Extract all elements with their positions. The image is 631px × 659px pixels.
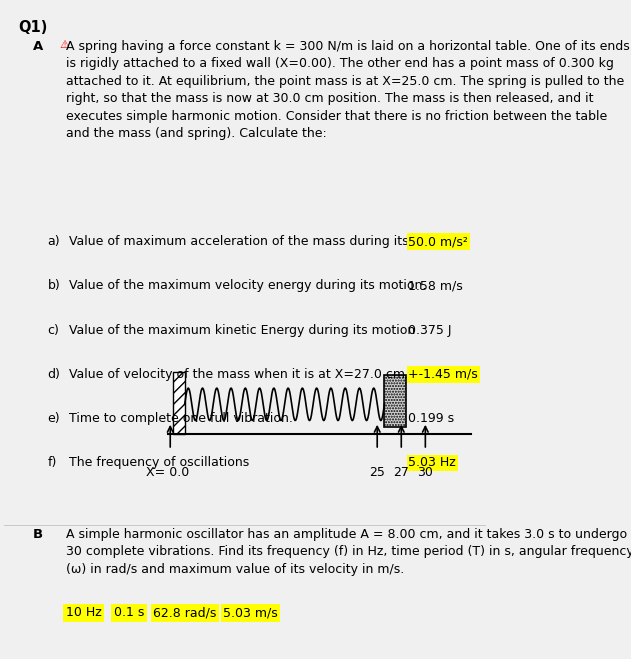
Text: 25: 25 <box>369 466 385 479</box>
Text: 5.03 m/s: 5.03 m/s <box>223 606 278 619</box>
Text: 50.0 m/s²: 50.0 m/s² <box>408 235 468 248</box>
Text: Value of velocity of the mass when it is at X=27.0 cm.: Value of velocity of the mass when it is… <box>69 368 409 381</box>
Text: 0.375 J: 0.375 J <box>408 324 452 337</box>
Text: 1.58 m/s: 1.58 m/s <box>408 279 463 293</box>
Text: d): d) <box>47 368 61 381</box>
Text: Q1): Q1) <box>18 20 48 36</box>
Text: 5.03 Hz: 5.03 Hz <box>408 457 456 469</box>
Text: The frequency of oscillations: The frequency of oscillations <box>69 457 249 469</box>
Text: 10 Hz: 10 Hz <box>66 606 102 619</box>
Text: +-1.45 m/s: +-1.45 m/s <box>408 368 478 381</box>
Text: 27: 27 <box>393 466 410 479</box>
Text: A spring having a force constant k = 300 N/m is laid on a horizontal table. One : A spring having a force constant k = 300… <box>66 40 630 140</box>
Text: b): b) <box>47 279 60 293</box>
Text: 62.8 rad/s: 62.8 rad/s <box>153 606 217 619</box>
Text: X= 0.0: X= 0.0 <box>146 466 189 479</box>
Text: Value of maximum acceleration of the mass during its motion.: Value of maximum acceleration of the mas… <box>69 235 461 248</box>
Text: A: A <box>33 40 44 53</box>
Text: Value of the maximum velocity energy during its motion.: Value of the maximum velocity energy dur… <box>69 279 427 293</box>
Text: Value of the maximum kinetic Energy during its motion: Value of the maximum kinetic Energy duri… <box>69 324 415 337</box>
Text: c): c) <box>47 324 59 337</box>
Text: ⚠: ⚠ <box>59 40 69 50</box>
Text: 0.1 s: 0.1 s <box>114 606 144 619</box>
Text: 0.199 s: 0.199 s <box>408 412 454 425</box>
Text: B: B <box>33 528 43 541</box>
Bar <box>173 372 185 434</box>
Text: 30: 30 <box>418 466 433 479</box>
Text: Time to complete one full vibration.: Time to complete one full vibration. <box>69 412 293 425</box>
Text: e): e) <box>47 412 60 425</box>
Text: A simple harmonic oscillator has an amplitude A = 8.00 cm, and it takes 3.0 s to: A simple harmonic oscillator has an ampl… <box>66 528 631 576</box>
Text: f): f) <box>47 457 57 469</box>
Text: a): a) <box>47 235 60 248</box>
Bar <box>384 375 406 427</box>
